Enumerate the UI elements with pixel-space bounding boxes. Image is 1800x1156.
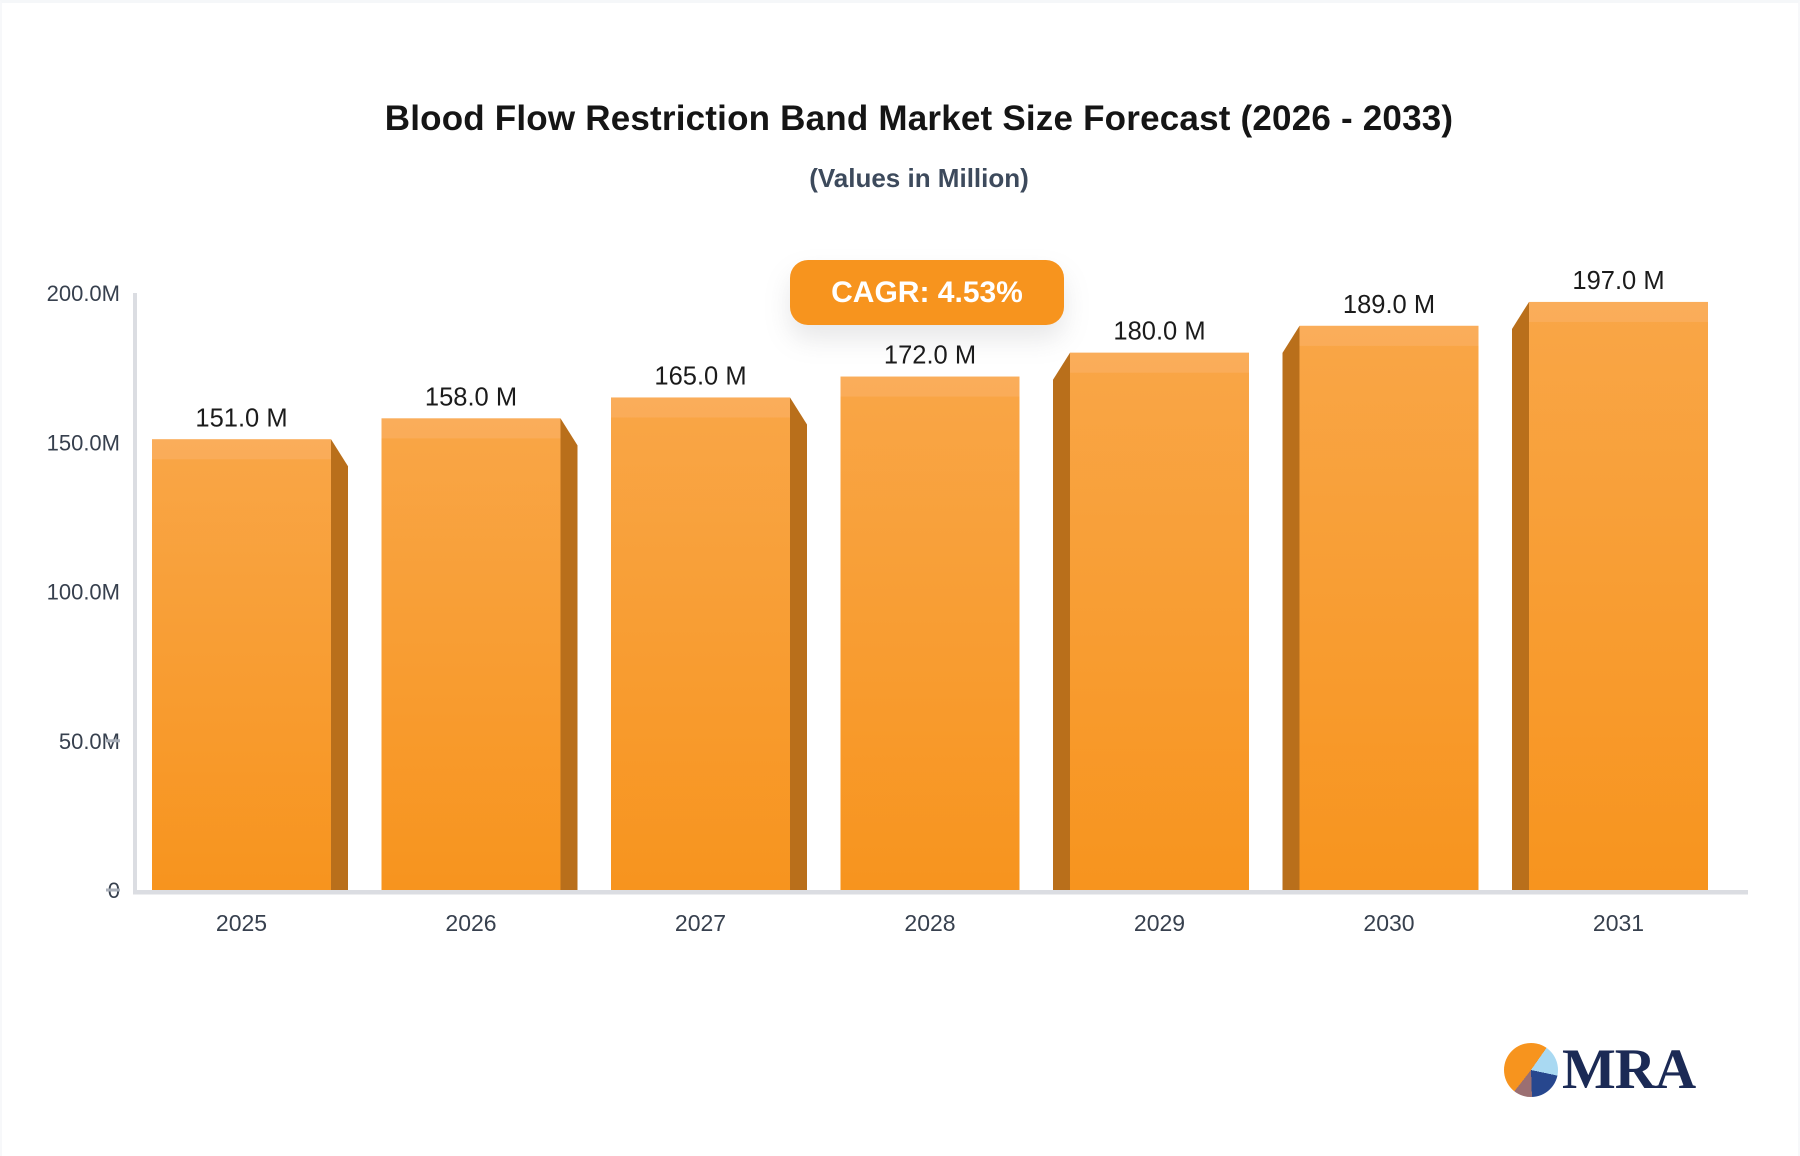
mra-logo: MRA	[1504, 1038, 1696, 1101]
bar-top-face	[1070, 352, 1249, 373]
bar-group-2029[interactable]: 180.0 M	[1053, 318, 1249, 890]
x-axis-label: 2025	[216, 910, 267, 936]
bar-group-2026[interactable]: 158.0 M	[381, 383, 578, 890]
x-axis-label: 2030	[1363, 910, 1414, 936]
bar-group-2027[interactable]: 165.0 M	[611, 362, 807, 890]
bar-group-2031[interactable]: 197.0 M	[1512, 267, 1708, 891]
bar-top-face	[152, 439, 331, 460]
bar-top-face	[1529, 301, 1708, 322]
pie-chart-logo-icon	[1504, 1043, 1558, 1097]
logo-text: MRA	[1562, 1038, 1696, 1101]
bar-top-face	[611, 397, 790, 418]
cagr-badge: CAGR: 4.53%	[790, 260, 1064, 325]
bar-side-face	[1282, 325, 1300, 891]
bar-group-2028[interactable]: 172.0 M	[840, 342, 1020, 891]
bar-group-2025[interactable]: 151.0 M	[152, 404, 348, 890]
bar-main-face[interactable]	[1299, 325, 1479, 891]
x-axis-label: 2027	[675, 910, 726, 936]
x-axis-label: 2026	[445, 910, 496, 936]
bar-value-label: 197.0 M	[1572, 267, 1664, 295]
bar-side-face	[790, 397, 807, 890]
y-tick-mark	[106, 888, 120, 892]
bar-value-label: 151.0 M	[195, 404, 287, 432]
x-axis-line	[133, 890, 1748, 895]
y-tick-label: 100.0M	[47, 580, 120, 605]
bar-top-face	[1299, 325, 1479, 346]
bar-value-label: 165.0 M	[654, 362, 746, 390]
x-axis-label: 2028	[904, 910, 955, 936]
y-axis-line	[133, 293, 137, 894]
bar-value-label: 189.0 M	[1343, 291, 1435, 319]
bar-main-face[interactable]	[152, 439, 331, 890]
bar-side-face	[560, 418, 578, 890]
x-axis-label: 2029	[1134, 910, 1185, 936]
y-tick-mark	[106, 739, 120, 743]
cagr-badge-label: CAGR: 4.53%	[831, 275, 1023, 309]
bar-main-face[interactable]	[611, 397, 790, 890]
y-tick-label: 150.0M	[47, 430, 120, 455]
bar-group-2030[interactable]: 189.0 M	[1282, 291, 1479, 891]
bar-main-face[interactable]	[1529, 301, 1708, 891]
bar-top-face	[840, 376, 1020, 397]
bar-main-face[interactable]	[840, 376, 1020, 891]
bar-side-face	[1053, 352, 1070, 890]
x-axis-label: 2031	[1593, 910, 1644, 936]
bar-value-label: 180.0 M	[1113, 318, 1205, 346]
bar-top-face	[381, 418, 561, 439]
bar-value-label: 158.0 M	[425, 383, 517, 411]
bar-side-face	[1512, 301, 1529, 891]
bar-value-label: 172.0 M	[884, 342, 976, 370]
bar-side-face	[331, 439, 348, 890]
y-tick-label: 200.0M	[47, 281, 120, 306]
chart-subtitle: (Values in Million)	[809, 163, 1029, 193]
chart-title: Blood Flow Restriction Band Market Size …	[384, 99, 1454, 138]
bar-main-face[interactable]	[381, 418, 561, 890]
bar-main-face[interactable]	[1070, 352, 1249, 890]
